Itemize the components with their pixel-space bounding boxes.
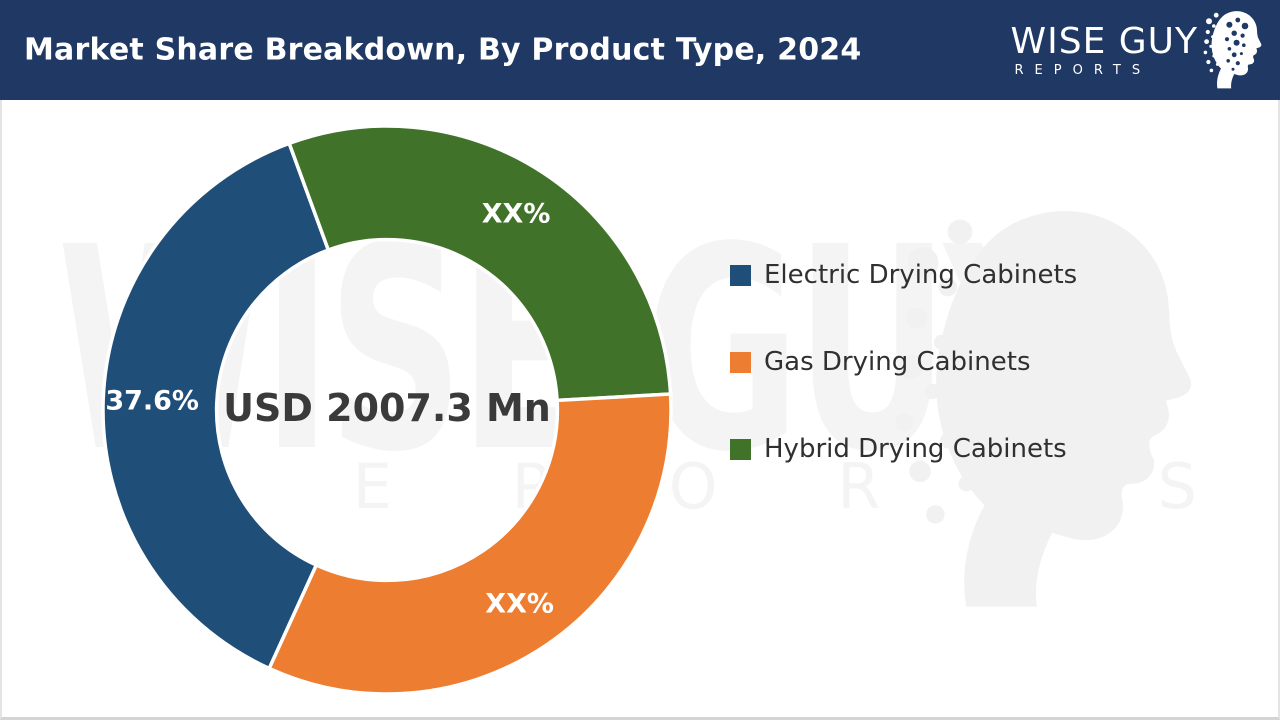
legend-item: Electric Drying Cabinets: [730, 260, 1077, 290]
chart-legend: Electric Drying Cabinets Gas Drying Cabi…: [730, 260, 1077, 464]
donut-slice: [266, 392, 673, 696]
slice-label: XX%: [485, 588, 554, 620]
legend-label: Electric Drying Cabinets: [764, 260, 1078, 290]
header-bar: Market Share Breakdown, By Product Type,…: [0, 0, 1280, 100]
donut-slice: [101, 141, 331, 671]
donut-center-value: USD 2007.3 Mn: [223, 386, 551, 430]
donut-slice: [286, 124, 673, 403]
page-title: Market Share Breakdown, By Product Type,…: [24, 32, 862, 68]
legend-item: Hybrid Drying Cabinets: [730, 434, 1077, 464]
brand-face-icon: [1203, 11, 1262, 89]
brand-logo: WISE GUY REPORTS: [1011, 8, 1265, 92]
brand-subtitle: REPORTS: [1014, 62, 1152, 78]
legend-label: Hybrid Drying Cabinets: [764, 434, 1067, 464]
legend-item: Gas Drying Cabinets: [730, 347, 1077, 377]
donut-chart: [101, 124, 673, 696]
legend-swatch: [730, 264, 751, 286]
brand-logo-text: WISE GUY REPORTS: [1010, 20, 1199, 78]
brand-name: WISE GUY: [1010, 20, 1198, 62]
legend-swatch: [730, 351, 751, 373]
chart-area: WISE GUY R E P O R T S 37.6% XX% XX% USD…: [0, 100, 1280, 720]
legend-label: Gas Drying Cabinets: [764, 347, 1031, 377]
watermark-face-icon: [895, 211, 1192, 607]
slice-label: XX%: [481, 198, 551, 230]
slice-label: 37.6%: [105, 385, 199, 417]
legend-swatch: [730, 438, 751, 460]
